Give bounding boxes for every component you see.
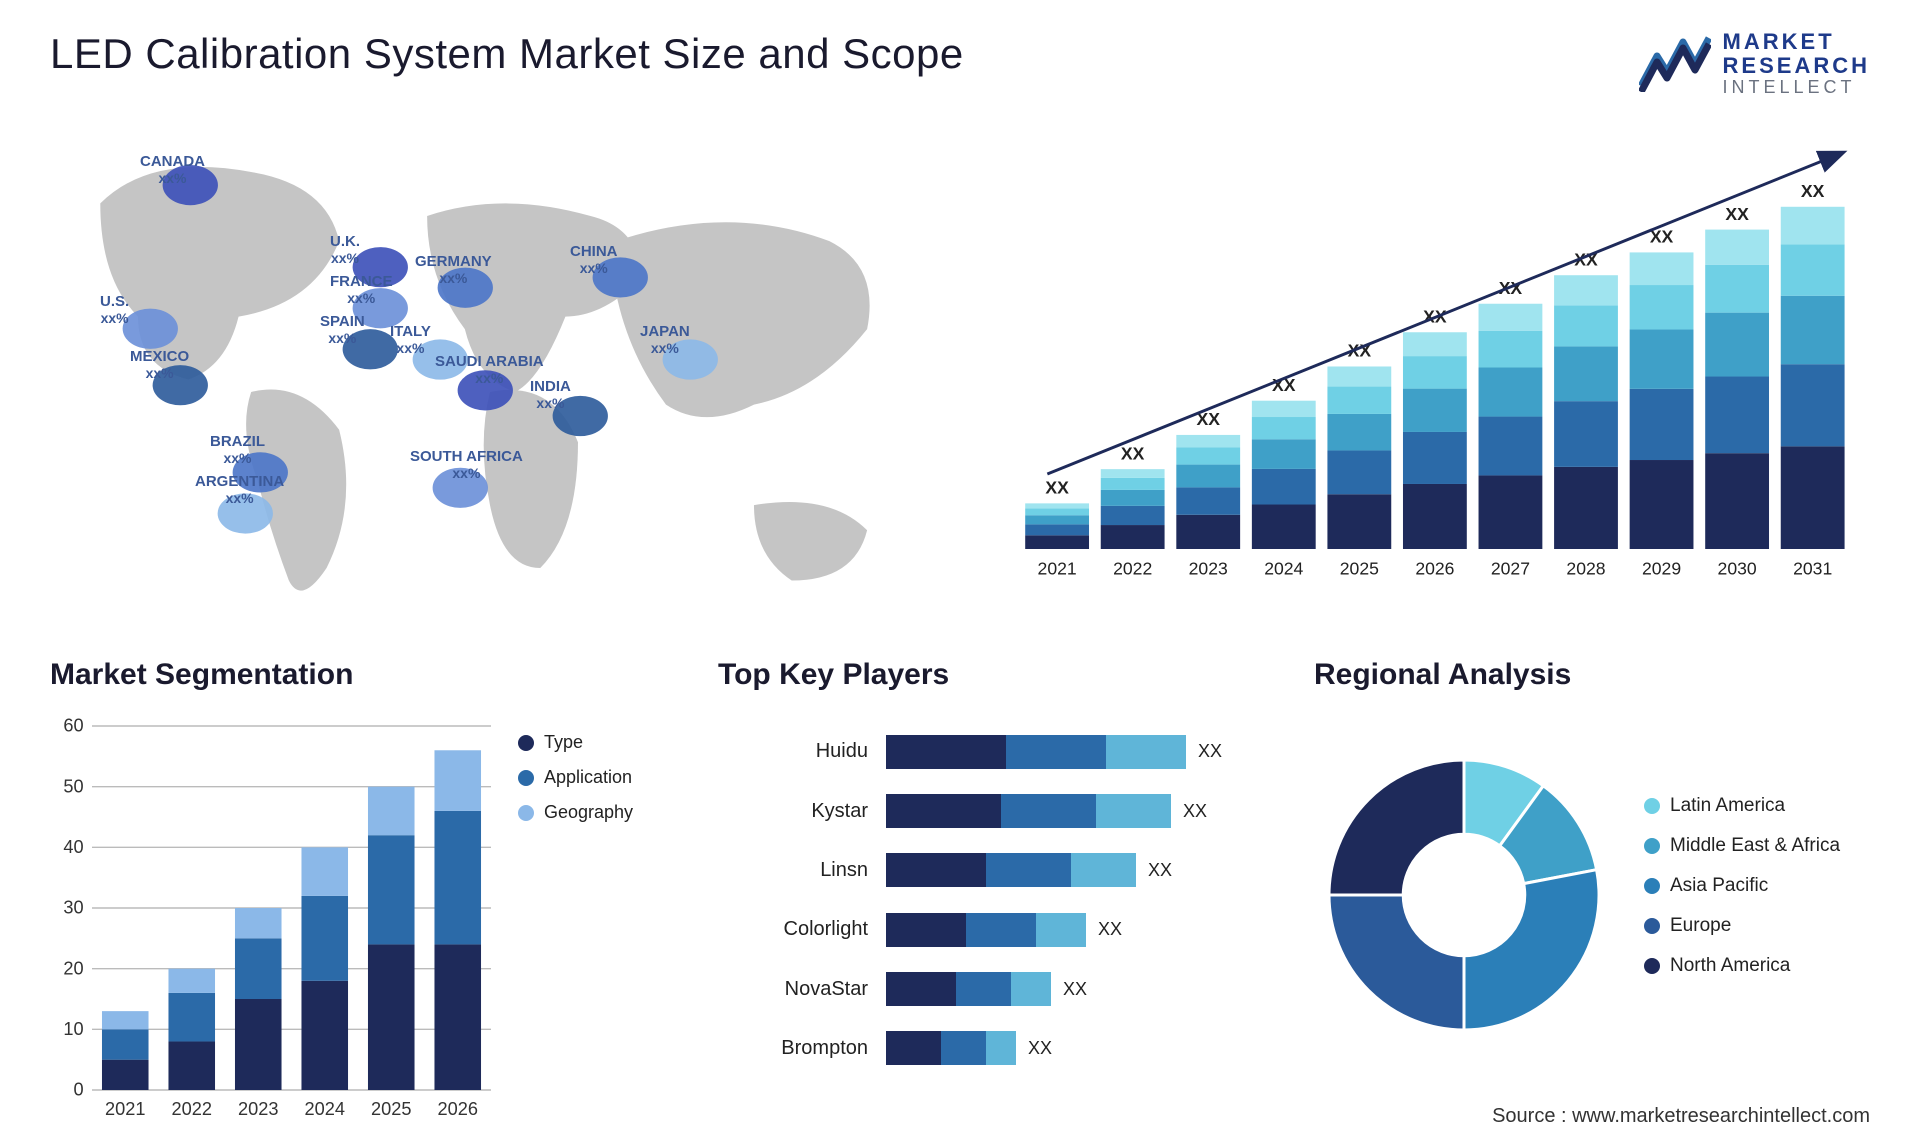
player-value: XX xyxy=(1148,860,1172,881)
player-value: XX xyxy=(1028,1038,1052,1059)
svg-text:0: 0 xyxy=(73,1080,83,1100)
regional-title: Regional Analysis xyxy=(1314,658,1870,692)
svg-text:2023: 2023 xyxy=(1189,559,1228,579)
growth-bar-chart: XX2021XX2022XX2023XX2024XX2025XX2026XX20… xyxy=(990,128,1870,618)
player-value: XX xyxy=(1198,741,1222,762)
legend-item: Geography xyxy=(518,802,678,823)
legend-item: North America xyxy=(1644,955,1870,977)
svg-text:2027: 2027 xyxy=(1491,559,1530,579)
svg-text:2022: 2022 xyxy=(172,1099,212,1119)
logo-mark-icon xyxy=(1639,36,1711,92)
player-bar-row: XX xyxy=(886,850,1274,890)
player-bar-row: XX xyxy=(886,1028,1274,1068)
svg-text:XX: XX xyxy=(1045,478,1069,498)
svg-text:30: 30 xyxy=(63,898,83,918)
regional-panel: Regional Analysis Latin America Middle Ea… xyxy=(1314,658,1870,1078)
legend-item: Europe xyxy=(1644,915,1870,937)
svg-text:XX: XX xyxy=(1801,181,1825,201)
player-bar-row: XX xyxy=(886,969,1274,1009)
svg-text:2024: 2024 xyxy=(1264,559,1303,579)
svg-text:20: 20 xyxy=(63,958,83,978)
svg-text:2021: 2021 xyxy=(105,1099,145,1119)
player-label: Colorlight xyxy=(718,918,878,941)
svg-text:50: 50 xyxy=(63,776,83,796)
player-label: Brompton xyxy=(718,1037,878,1060)
world-map-icon xyxy=(50,128,930,631)
legend-item: Middle East & Africa xyxy=(1644,835,1870,857)
players-bars: XX XX XX XX XX XX xyxy=(886,722,1274,1078)
player-bar-row: XX xyxy=(886,910,1274,950)
segmentation-title: Market Segmentation xyxy=(50,658,678,692)
svg-text:2025: 2025 xyxy=(371,1099,411,1119)
player-label: Huidu xyxy=(718,740,878,763)
player-value: XX xyxy=(1098,919,1122,940)
svg-text:XX: XX xyxy=(1725,204,1749,224)
legend-item: Latin America xyxy=(1644,795,1870,817)
player-bar-row: XX xyxy=(886,732,1274,772)
svg-text:2024: 2024 xyxy=(305,1099,345,1119)
svg-text:2031: 2031 xyxy=(1793,559,1832,579)
segmentation-panel: Market Segmentation 01020304050602021202… xyxy=(50,658,678,1078)
svg-text:2030: 2030 xyxy=(1718,559,1757,579)
logo-line3: INTELLECT xyxy=(1723,78,1870,98)
svg-text:XX: XX xyxy=(1121,444,1145,464)
players-labels: Huidu Kystar Linsn Colorlight NovaStar Brompt… xyxy=(718,722,878,1078)
svg-text:2022: 2022 xyxy=(1113,559,1152,579)
regional-legend: Latin America Middle East & Africa Asia Pa… xyxy=(1644,795,1870,995)
svg-text:2026: 2026 xyxy=(438,1099,478,1119)
legend-item: Application xyxy=(518,767,678,788)
source-attribution: Source : www.marketresearchintellect.com xyxy=(1492,1105,1870,1128)
world-map-panel: CANADAxx%U.S.xx%MEXICOxx%BRAZILxx%ARGENT… xyxy=(50,128,930,618)
player-label: Kystar xyxy=(718,800,878,823)
logo-line2: RESEARCH xyxy=(1723,54,1870,78)
players-panel: Top Key Players Huidu Kystar Linsn Colorlig… xyxy=(718,658,1274,1078)
svg-text:10: 10 xyxy=(63,1019,83,1039)
regional-donut-chart xyxy=(1314,745,1614,1045)
svg-text:40: 40 xyxy=(63,837,83,857)
growth-chart-panel: XX2021XX2022XX2023XX2024XX2025XX2026XX20… xyxy=(990,128,1870,618)
svg-text:2023: 2023 xyxy=(238,1099,278,1119)
svg-text:2026: 2026 xyxy=(1415,559,1454,579)
segmentation-bar-chart: 0 10 20 30 40 50 60 2021 2022 2023 2024 2025 2026 xyxy=(50,712,498,1132)
legend-item: Asia Pacific xyxy=(1644,875,1870,897)
players-title: Top Key Players xyxy=(718,658,1274,692)
logo-line1: MARKET xyxy=(1723,30,1870,54)
player-bar-row: XX xyxy=(886,791,1274,831)
svg-text:2029: 2029 xyxy=(1642,559,1681,579)
svg-text:2025: 2025 xyxy=(1340,559,1379,579)
player-value: XX xyxy=(1183,801,1207,822)
page-title: LED Calibration System Market Size and S… xyxy=(50,30,964,78)
segmentation-legend: Type Application Geography xyxy=(518,712,678,1132)
player-label: NovaStar xyxy=(718,978,878,1001)
svg-text:2021: 2021 xyxy=(1038,559,1077,579)
legend-item: Type xyxy=(518,732,678,753)
svg-text:2028: 2028 xyxy=(1566,559,1605,579)
svg-text:60: 60 xyxy=(63,716,83,736)
player-label: Linsn xyxy=(718,859,878,882)
brand-logo: MARKET RESEARCH INTELLECT xyxy=(1639,30,1870,98)
player-value: XX xyxy=(1063,979,1087,1000)
